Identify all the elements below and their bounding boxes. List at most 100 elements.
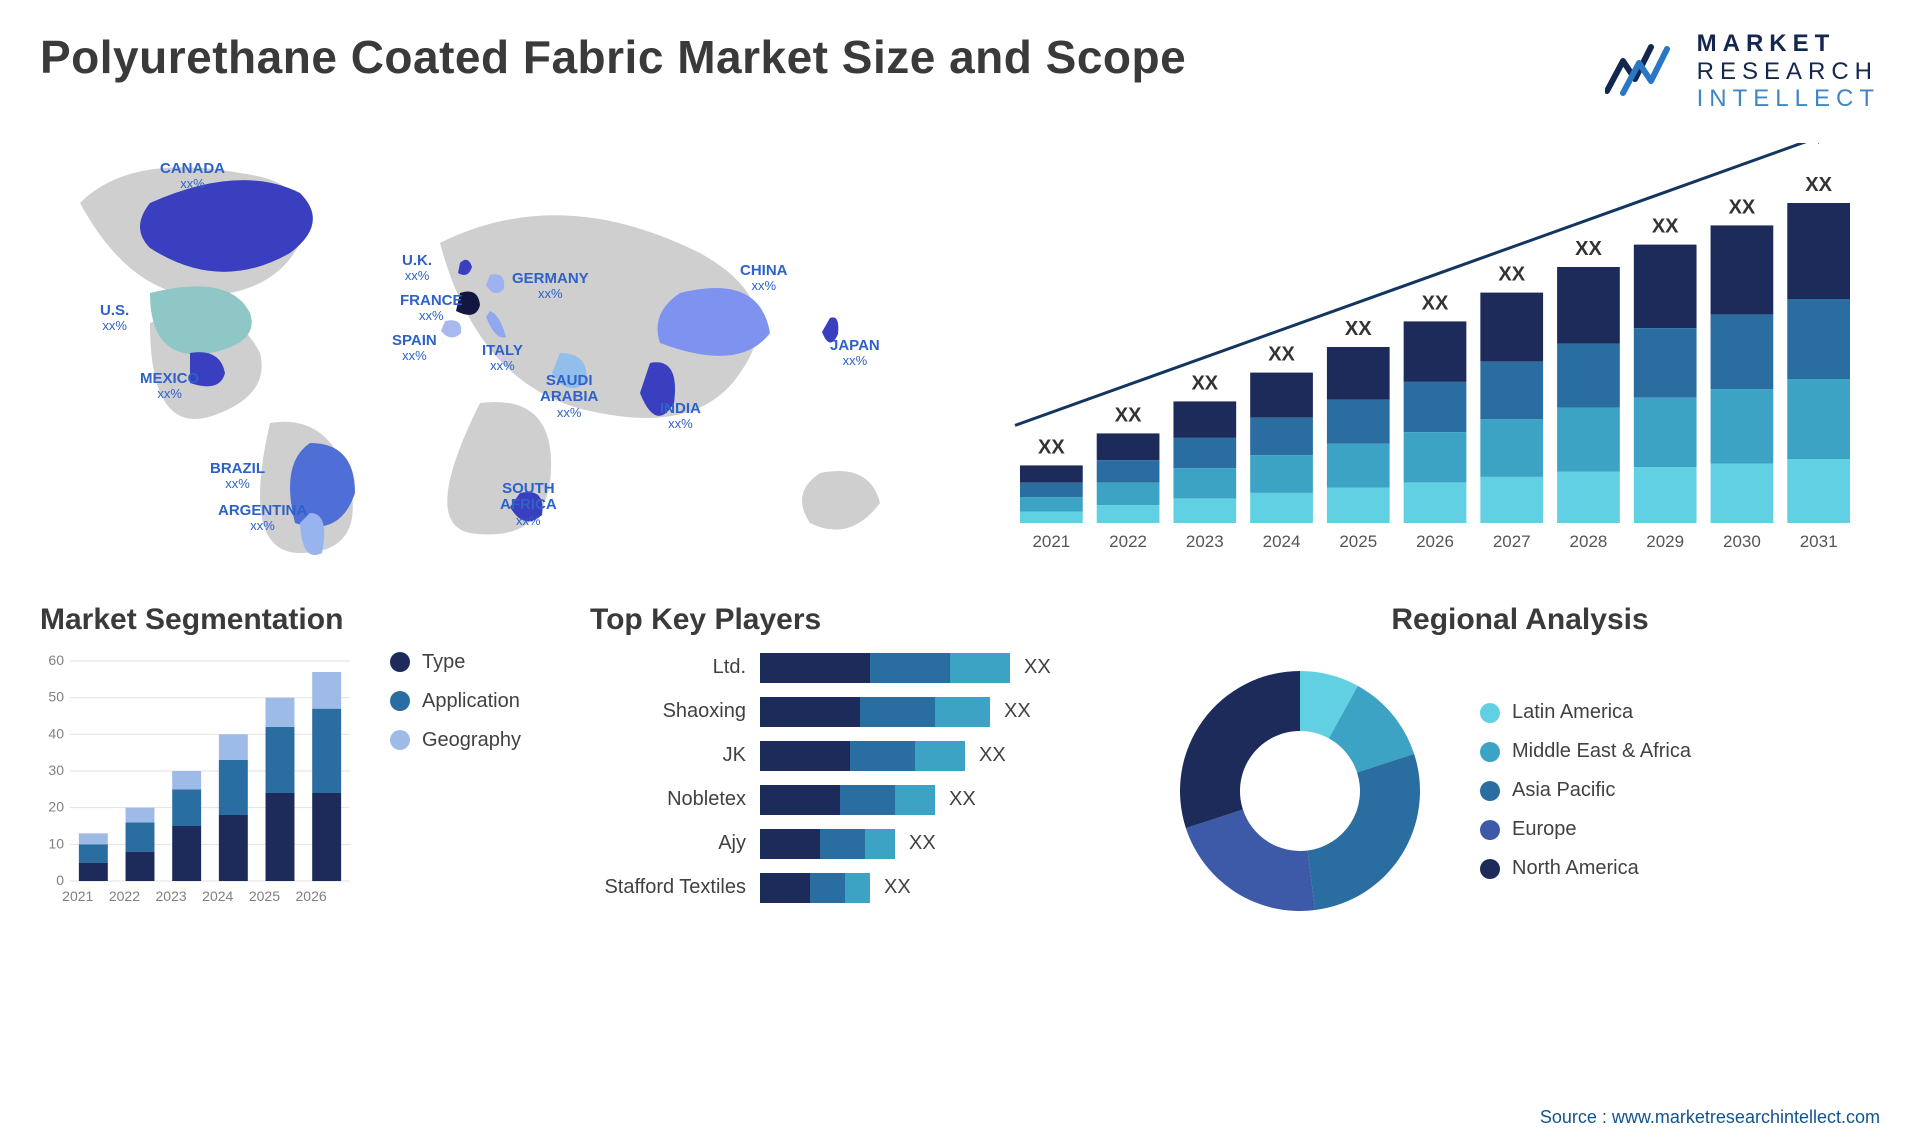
- svg-text:XX: XX: [1268, 343, 1295, 365]
- player-label: Ltd.: [590, 656, 760, 679]
- header: Polyurethane Coated Fabric Market Size a…: [40, 30, 1880, 113]
- legend-swatch: [390, 691, 410, 711]
- map-label-france: FRANCExx%: [400, 293, 463, 324]
- legend-label: Type: [422, 651, 465, 674]
- regional-legend-item: North America: [1480, 857, 1691, 880]
- player-value: XX: [965, 744, 1006, 767]
- player-bar: [760, 741, 965, 771]
- source-footer: Source : www.marketresearchintellect.com: [1540, 1107, 1880, 1128]
- svg-text:2025: 2025: [1339, 532, 1377, 551]
- player-label: Nobletex: [590, 788, 760, 811]
- player-label: Shaoxing: [590, 700, 760, 723]
- segmentation-legend-item: Type: [390, 651, 521, 674]
- player-bar-segment: [865, 829, 895, 859]
- svg-text:2024: 2024: [1263, 532, 1301, 551]
- player-row: Ltd. XX: [590, 651, 1130, 685]
- regional-legend-item: Latin America: [1480, 701, 1691, 724]
- svg-text:XX: XX: [1498, 263, 1525, 285]
- svg-text:60: 60: [48, 652, 64, 668]
- map-label-china: CHINAxx%: [740, 263, 788, 294]
- map-label-saudiarabia: SAUDIARABIAxx%: [540, 373, 598, 420]
- player-label: Stafford Textiles: [590, 876, 760, 899]
- world-map-panel: CANADAxx%U.S.xx%MEXICOxx%BRAZILxx%ARGENT…: [40, 143, 940, 563]
- svg-text:XX: XX: [1575, 238, 1602, 260]
- player-bar-segment: [915, 741, 965, 771]
- map-label-argentina: ARGENTINAxx%: [218, 503, 307, 534]
- map-label-uk: U.K.xx%: [402, 253, 432, 284]
- regional-donut: [1160, 651, 1440, 931]
- svg-text:2024: 2024: [202, 888, 233, 904]
- svg-text:2031: 2031: [1800, 532, 1838, 551]
- legend-swatch: [1480, 742, 1500, 762]
- svg-text:XX: XX: [1191, 372, 1218, 394]
- svg-text:XX: XX: [1115, 404, 1142, 426]
- player-bar-segment: [860, 697, 935, 727]
- player-bar-segment: [895, 785, 935, 815]
- svg-text:2029: 2029: [1646, 532, 1684, 551]
- players-title: Top Key Players: [590, 603, 1130, 637]
- legend-swatch: [390, 652, 410, 672]
- svg-text:30: 30: [48, 762, 64, 778]
- player-bar: [760, 873, 870, 903]
- svg-text:XX: XX: [1345, 318, 1372, 340]
- player-value: XX: [1010, 656, 1051, 679]
- logo-text: MARKET RESEARCH INTELLECT: [1697, 30, 1880, 113]
- legend-label: North America: [1512, 857, 1639, 880]
- player-bar-segment: [760, 653, 870, 683]
- player-bar-segment: [950, 653, 1010, 683]
- logo-line1: MARKET: [1697, 30, 1880, 58]
- player-value: XX: [895, 832, 936, 855]
- legend-swatch: [1480, 703, 1500, 723]
- player-bar-segment: [760, 697, 860, 727]
- svg-text:2021: 2021: [1032, 532, 1070, 551]
- player-row: JKXX: [590, 739, 1130, 773]
- player-value: XX: [870, 876, 911, 899]
- svg-text:2026: 2026: [1416, 532, 1454, 551]
- svg-text:XX: XX: [1729, 196, 1756, 218]
- segmentation-legend-item: Geography: [390, 729, 521, 752]
- segmentation-panel: Market Segmentation 01020304050602021202…: [40, 603, 560, 931]
- svg-text:XX: XX: [1652, 215, 1679, 237]
- player-bar-segment: [935, 697, 990, 727]
- player-row: Shaoxing XX: [590, 695, 1130, 729]
- svg-text:2025: 2025: [249, 888, 280, 904]
- legend-swatch: [390, 730, 410, 750]
- map-label-southafrica: SOUTHAFRICAxx%: [500, 481, 557, 528]
- logo-line2: RESEARCH: [1697, 58, 1880, 86]
- svg-text:20: 20: [48, 798, 64, 814]
- legend-label: Asia Pacific: [1512, 779, 1615, 802]
- segmentation-legend: Type Application Geography: [390, 651, 521, 911]
- player-bar-segment: [760, 785, 840, 815]
- segmentation-legend-item: Application: [390, 690, 521, 713]
- player-bar: [760, 785, 935, 815]
- player-value: XX: [990, 700, 1031, 723]
- player-bar-segment: [870, 653, 950, 683]
- player-bar-segment: [810, 873, 845, 903]
- regional-legend-item: Europe: [1480, 818, 1691, 841]
- legend-label: Latin America: [1512, 701, 1633, 724]
- map-label-spain: SPAINxx%: [392, 333, 437, 364]
- player-bar: [760, 829, 895, 859]
- svg-text:10: 10: [48, 835, 64, 851]
- players-chart: Ltd.XXShaoxingXXJKXXNobletexXXAjyXXStaff…: [590, 651, 1130, 905]
- legend-label: Middle East & Africa: [1512, 740, 1691, 763]
- svg-text:0: 0: [56, 872, 64, 888]
- player-row: Stafford Textiles XX: [590, 871, 1130, 905]
- legend-swatch: [1480, 859, 1500, 879]
- page-title: Polyurethane Coated Fabric Market Size a…: [40, 30, 1186, 84]
- regional-legend-item: Middle East & Africa: [1480, 740, 1691, 763]
- regional-title: Regional Analysis: [1160, 603, 1880, 637]
- map-label-brazil: BRAZILxx%: [210, 461, 265, 492]
- svg-text:40: 40: [48, 725, 64, 741]
- player-row: NobletexXX: [590, 783, 1130, 817]
- svg-text:2026: 2026: [296, 888, 327, 904]
- svg-text:2021: 2021: [62, 888, 93, 904]
- svg-text:2022: 2022: [109, 888, 140, 904]
- map-label-japan: JAPANxx%: [830, 338, 880, 369]
- regional-legend-item: Asia Pacific: [1480, 779, 1691, 802]
- svg-text:2023: 2023: [1186, 532, 1224, 551]
- map-label-germany: GERMANYxx%: [512, 271, 589, 302]
- player-bar-segment: [850, 741, 915, 771]
- legend-swatch: [1480, 781, 1500, 801]
- player-row: AjyXX: [590, 827, 1130, 861]
